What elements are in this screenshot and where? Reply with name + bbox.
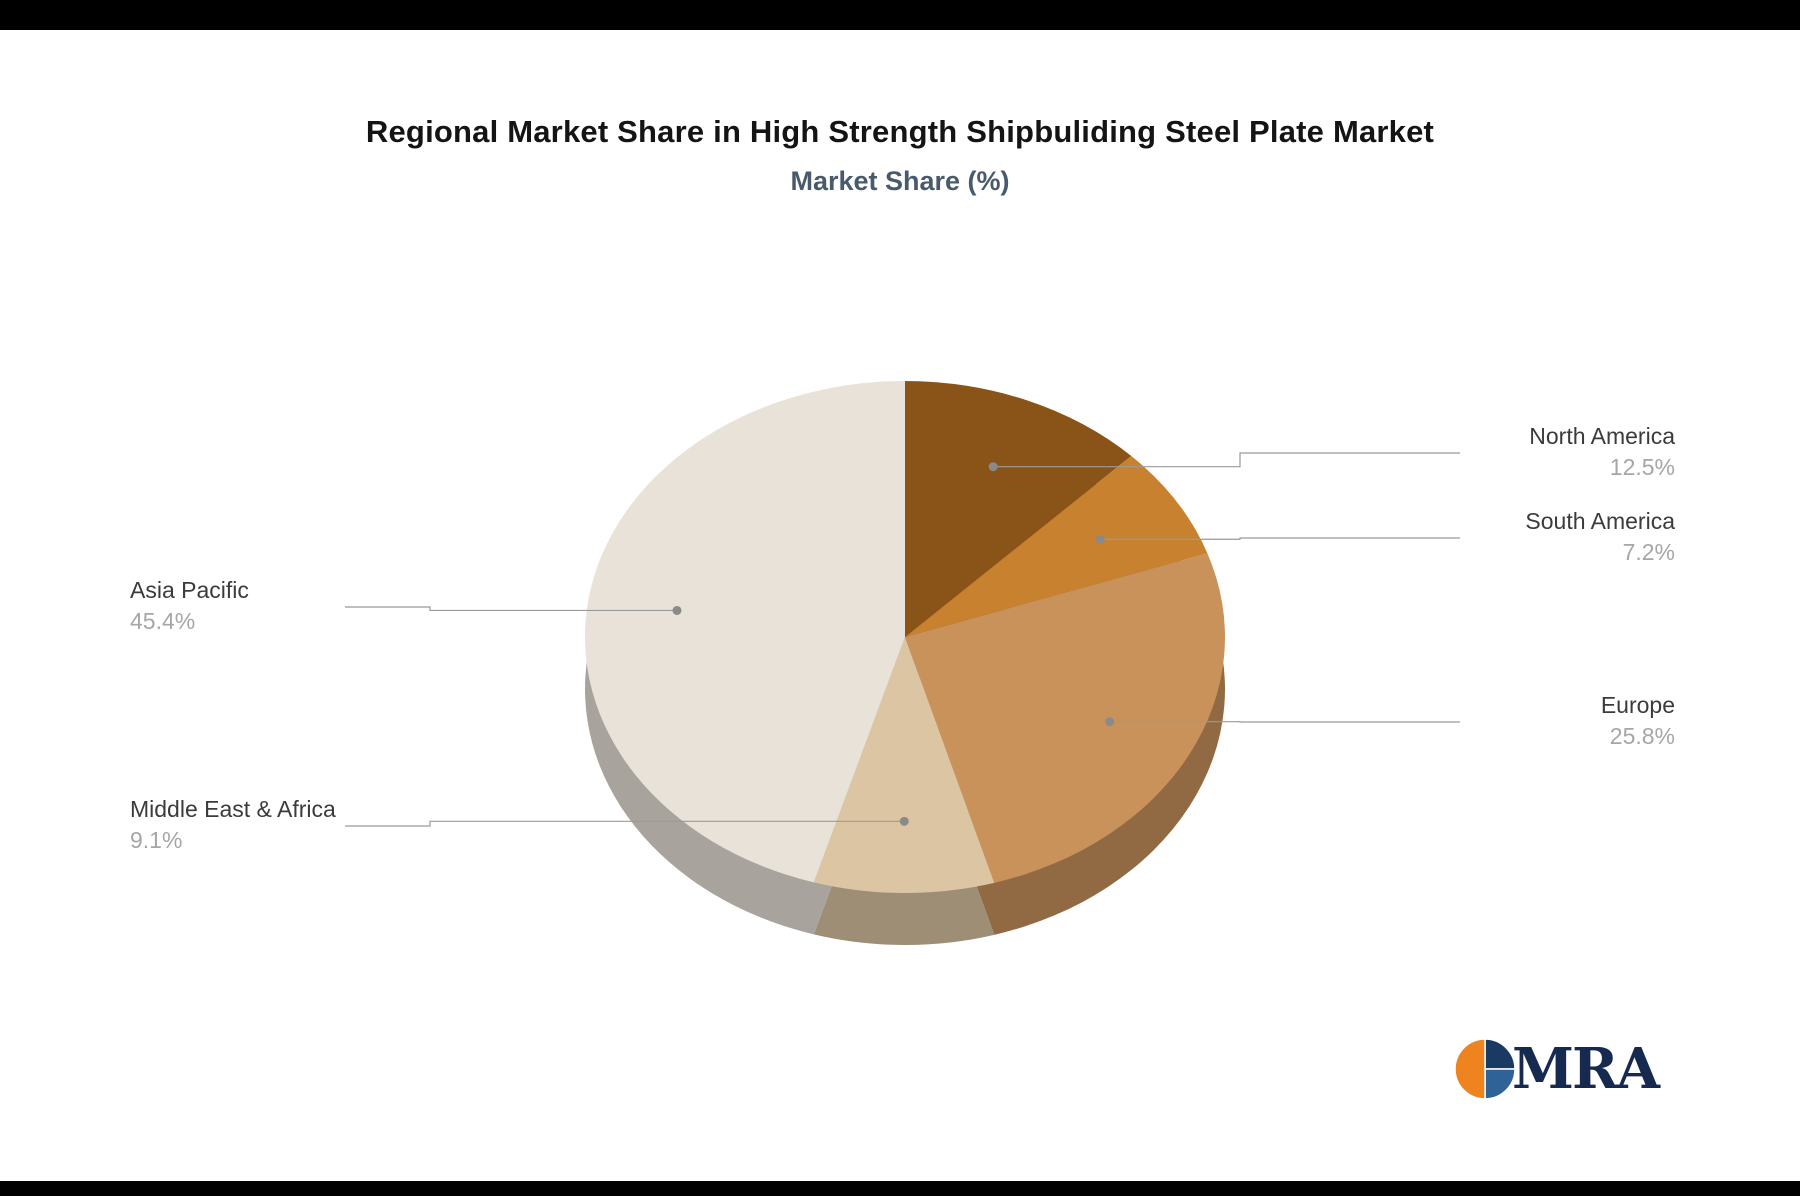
mra-logo-icon [1454,1038,1516,1100]
leader-line-asia-pacific [345,606,678,612]
pie-slice-north-america [905,381,1132,637]
mra-logo-text: MRA [1512,1036,1660,1102]
pie-slice-asia-pacific [585,381,905,883]
bottom-black-bar [0,1181,1800,1196]
chart-subtitle: Market Share (%) [790,166,1010,196]
pie-label-europe: Europe 25.8% [1601,690,1675,753]
pie-label-south-america: South America 7.2% [1525,506,1675,569]
pie-label-asia-pacific: Asia Pacific 45.4% [130,575,249,638]
pie-label-value: 12.5% [1609,454,1675,480]
pie-label-value: 25.8% [1609,723,1675,749]
pie-label-value: 9.1% [130,827,183,853]
leader-line-south-america [1100,537,1460,540]
leader-dot-middle-east-africa [899,816,909,826]
leader-dot-north-america [988,462,998,472]
pie-label-name: North America [1529,423,1675,449]
pie-label-name: Middle East & Africa [130,796,336,822]
pie-label-value: 7.2% [1622,539,1675,565]
pie-label-north-america: North America 12.5% [1529,421,1675,484]
pie-slice-middle-east-africa [813,637,995,893]
pie-slice-south-america [905,455,1208,637]
pie-label-middle-east-africa: Middle East & Africa 9.1% [130,794,336,857]
pie-slice-europe [905,553,1225,883]
pie-label-name: Europe [1600,692,1675,718]
pie-label-name: Asia Pacific [130,577,249,603]
top-black-bar [0,0,1800,30]
mra-logo: MRA [1452,1036,1660,1102]
pie-label-value: 45.4% [130,608,196,634]
leader-line-north-america [993,452,1460,468]
leader-dot-asia-pacific [672,605,682,615]
chart-title: Regional Market Share in High Strength S… [365,114,1435,149]
leader-line-middle-east-africa [345,820,905,827]
leader-dot-south-america [1095,534,1105,544]
leader-dot-europe [1105,717,1115,727]
pie-label-name: South America [1525,508,1675,534]
